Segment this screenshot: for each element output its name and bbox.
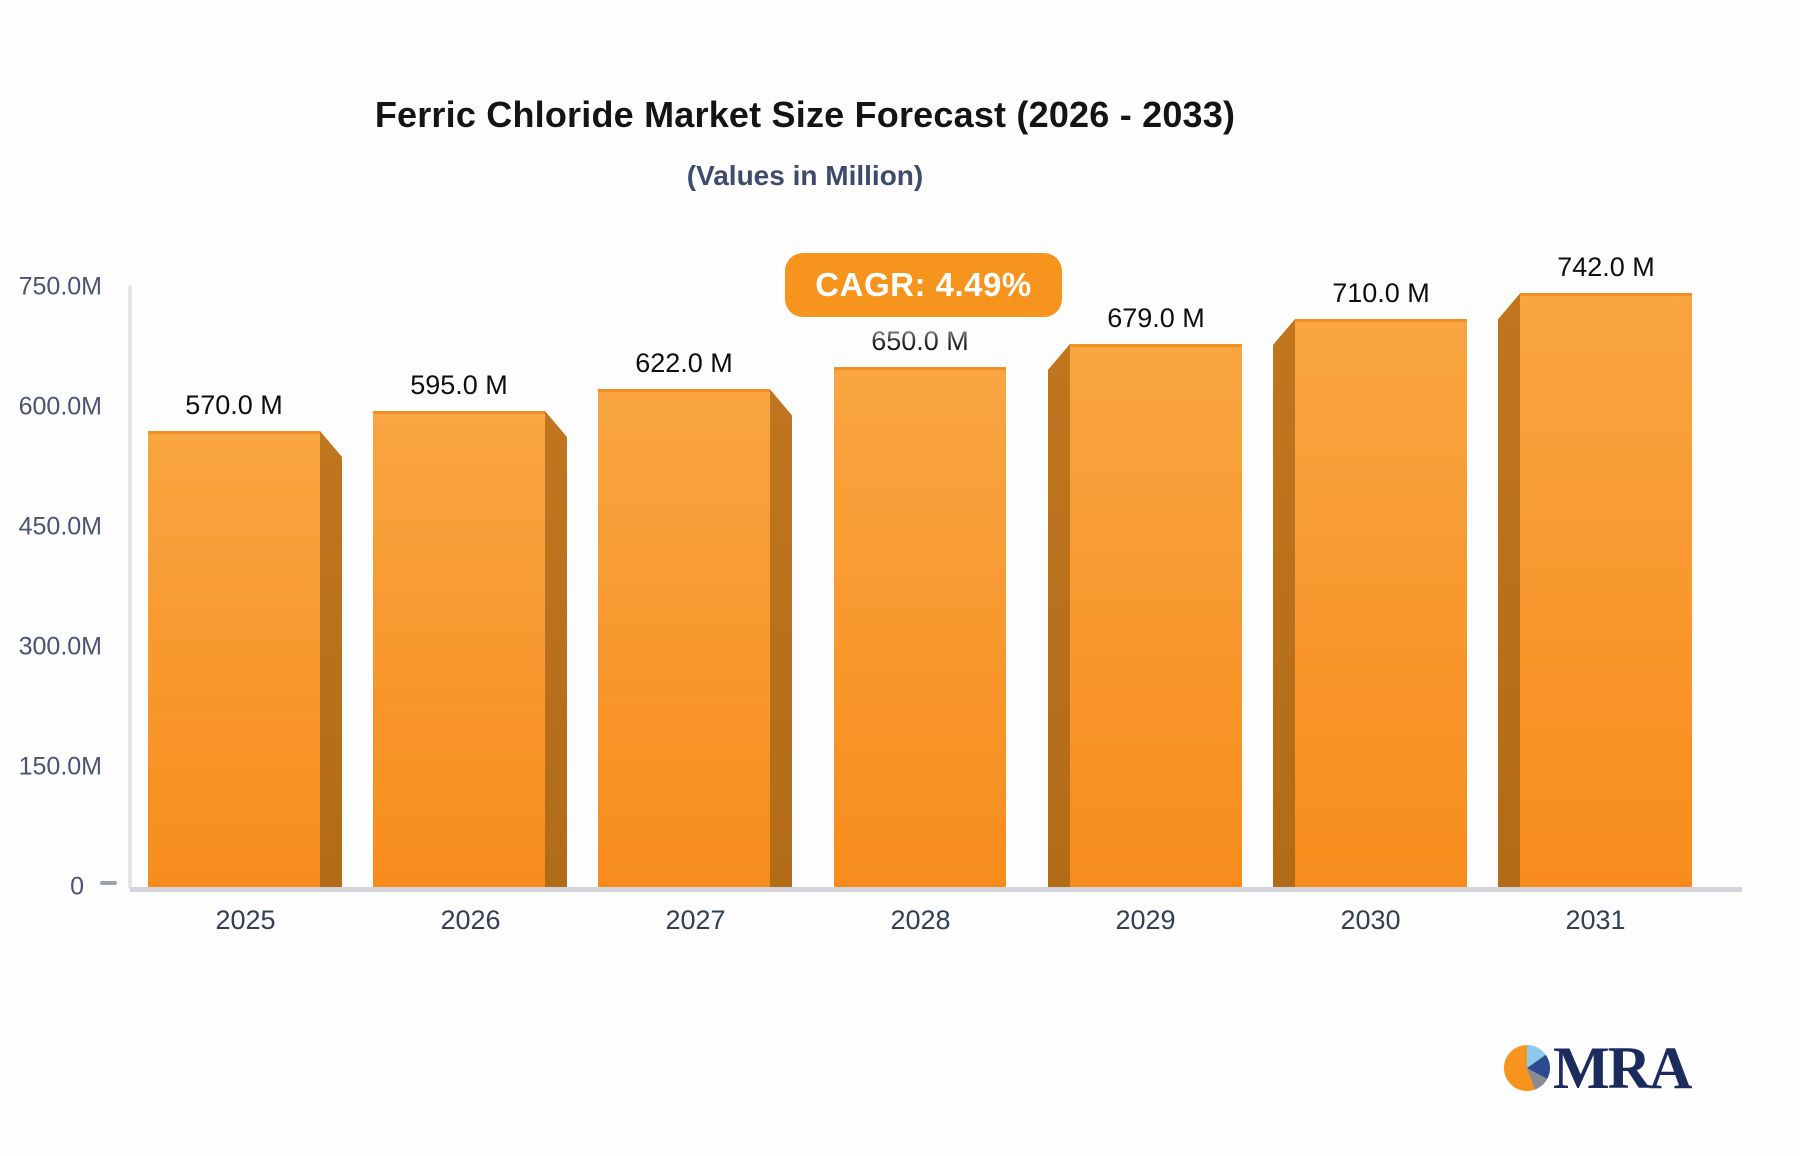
bar-slot-2026: 595.0 M 2026 — [358, 287, 583, 935]
chart-subtitle: (Values in Million) — [686, 160, 924, 191]
bar-value-label: 650.0 M — [871, 326, 969, 356]
x-tick-label: 2029 — [1115, 905, 1176, 935]
bar-2026: 595.0 M — [373, 370, 567, 887]
y-axis: 750.0M 600.0M 450.0M 300.0M 150.0M 0 — [0, 273, 108, 901]
bar-body — [598, 389, 770, 887]
y-tick-label: 600.0M — [18, 392, 102, 421]
bar-value-label: 742.0 M — [1557, 252, 1655, 283]
bar-slot-2029: 679.0 M 2029 — [1033, 287, 1258, 935]
y-axis-line — [128, 285, 132, 889]
bar-value-label: 570.0 M — [185, 390, 283, 420]
pie-chart-icon — [1504, 1045, 1550, 1091]
bar-slot-2031: 742.0 M 2031 — [1483, 252, 1708, 935]
bar-body — [373, 411, 545, 887]
bar-value-label: 679.0 M — [1107, 302, 1205, 333]
bar-slot-2028: 650.0 M 2028 — [808, 287, 1033, 935]
bar-body — [1520, 293, 1692, 887]
y-tick-label: 450.0M — [18, 512, 102, 541]
y-tick-label: 300.0M — [18, 632, 102, 661]
logo-text: MRA — [1553, 1035, 1692, 1101]
company-logo: MRA — [1504, 1035, 1692, 1101]
bar-value-label: 595.0 M — [410, 370, 508, 400]
y-tick-label: 0 — [70, 872, 84, 901]
x-axis-baseline — [130, 887, 1742, 892]
bar-2029: 679.0 M — [1048, 303, 1242, 887]
bar-3d-side — [545, 411, 567, 887]
bar-2028: 650.0 M — [823, 326, 1017, 887]
cagr-badge: CAGR: 4.49% — [785, 253, 1062, 317]
bar-2027: 622.0 M — [598, 348, 792, 887]
bar-3d-side — [320, 431, 342, 887]
bar-value-label: 622.0 M — [635, 348, 733, 379]
bar-2025: 570.0 M — [148, 390, 342, 887]
bar-value-label: 710.0 M — [1332, 278, 1430, 308]
bar-slot-2025: 570.0 M 2025 — [133, 287, 358, 935]
x-tick-label: 2031 — [1565, 905, 1626, 935]
bar-slot-2030: 710.0 M 2030 — [1258, 278, 1483, 935]
bar-3d-side — [1048, 343, 1070, 887]
x-tick-label: 2030 — [1340, 905, 1401, 935]
y-tick-label: 150.0M — [18, 752, 102, 781]
bar-2030: 710.0 M — [1273, 278, 1467, 887]
chart-title: Ferric Chloride Market Size Forecast (20… — [374, 94, 1236, 135]
x-tick-label: 2027 — [665, 905, 726, 935]
bar-3d-side — [1498, 293, 1520, 887]
bar-slot-2027: 622.0 M 2027 — [583, 287, 808, 935]
bar-body — [1295, 319, 1467, 887]
zero-tick-mark — [100, 881, 117, 885]
plot-area: 570.0 M 2025 595.0 M 2026 622.0 M 2027 650.0 M… — [128, 252, 1742, 935]
y-tick-label: 750.0M — [18, 272, 102, 301]
bar-3d-side — [1273, 319, 1295, 887]
x-tick-label: 2026 — [440, 905, 501, 935]
x-tick-label: 2028 — [890, 905, 951, 935]
bar-body — [148, 431, 320, 887]
bar-body — [834, 367, 1006, 887]
bar-2031: 742.0 M — [1498, 252, 1692, 887]
x-tick-label: 2025 — [215, 905, 276, 935]
bar-3d-side — [770, 389, 792, 887]
bar-body — [1070, 343, 1242, 887]
